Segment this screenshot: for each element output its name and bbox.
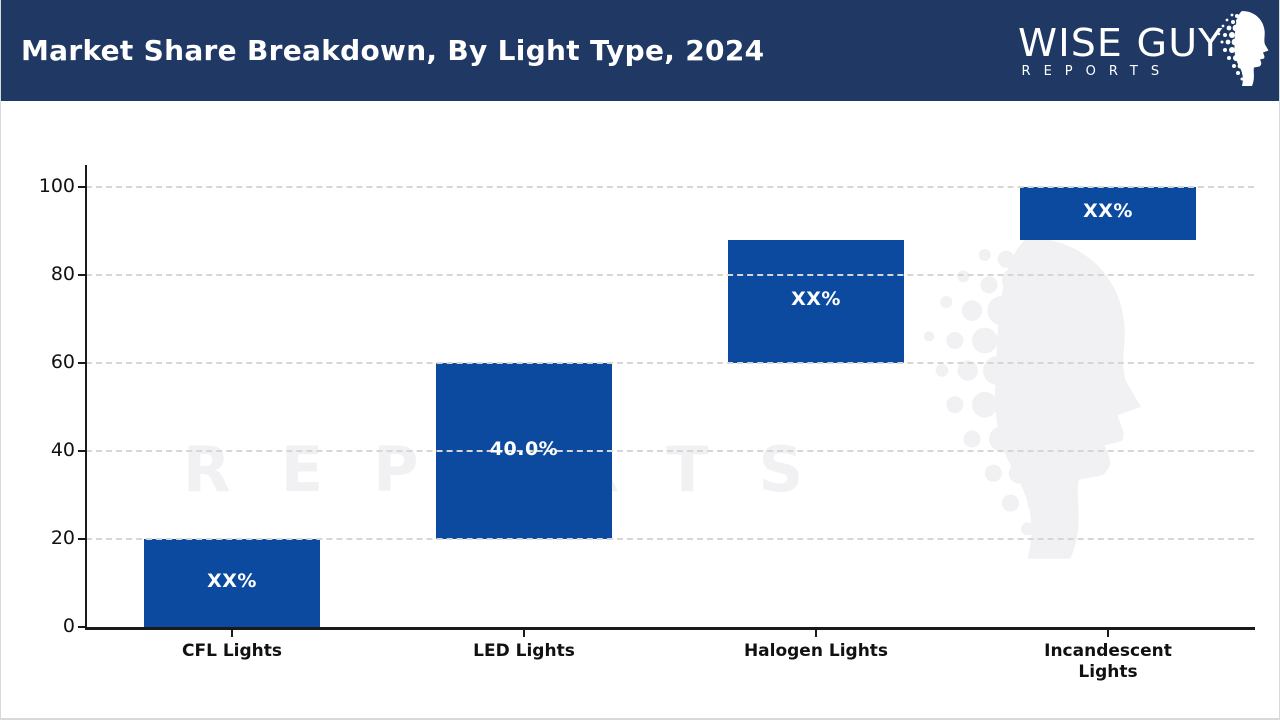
bar-incandescent-lights <box>1020 187 1196 240</box>
logo-wordmark: WISE GUY <box>1017 20 1223 65</box>
x-tick-mark-cfl-lights <box>231 630 233 637</box>
gridline-80 <box>86 274 1254 276</box>
x-tick-mark-incandescent-lights <box>1107 630 1109 637</box>
header: Market Share Breakdown, By Light Type, 2… <box>1 0 1279 101</box>
gridline-40 <box>86 450 1254 452</box>
bar-label-cfl-lights: XX% <box>207 570 257 592</box>
gridline-20 <box>86 538 1254 540</box>
gridline-100 <box>86 186 1254 188</box>
x-label-incandescent-lights: Incandescent Lights <box>1044 641 1172 682</box>
y-tick-label-40: 40 <box>50 439 75 461</box>
bar-cfl-lights <box>144 539 320 627</box>
y-tick-label-20: 20 <box>50 527 75 549</box>
y-tick-label-80: 80 <box>50 263 75 285</box>
x-label-led-lights: LED Lights <box>473 641 575 661</box>
x-label-cfl-lights: CFL Lights <box>181 641 283 661</box>
y-tick-mark-100 <box>78 186 85 188</box>
y-tick-label-100: 100 <box>38 175 75 197</box>
y-tick-mark-80 <box>78 274 85 276</box>
wiseguy-logo: WISE GUY REPORTS <box>1018 8 1271 94</box>
page-title: Market Share Breakdown, By Light Type, 2… <box>21 34 765 67</box>
bar-label-halogen-lights: XX% <box>791 288 841 311</box>
bar-halogen-lights <box>728 239 904 363</box>
bar-label-led-lights: 40.0% <box>489 438 559 460</box>
bar-label-incandescent-lights: XX% <box>1083 200 1133 223</box>
x-tick-mark-led-lights <box>523 630 525 637</box>
x-label-halogen-lights: Halogen Lights <box>743 641 889 661</box>
y-tick-mark-20 <box>78 538 85 540</box>
logo-text: WISE GUY REPORTS <box>1018 23 1222 79</box>
x-tick-mark-halogen-lights <box>815 630 817 637</box>
y-tick-mark-0 <box>78 626 85 628</box>
y-tick-mark-60 <box>78 362 85 364</box>
y-tick-label-60: 60 <box>50 351 75 373</box>
y-axis <box>85 165 87 629</box>
gridline-60 <box>86 362 1254 364</box>
x-axis <box>85 627 1255 630</box>
y-tick-mark-40 <box>78 450 85 452</box>
logo-subtitle: REPORTS <box>1021 63 1173 79</box>
y-tick-label-0: 0 <box>62 615 75 637</box>
